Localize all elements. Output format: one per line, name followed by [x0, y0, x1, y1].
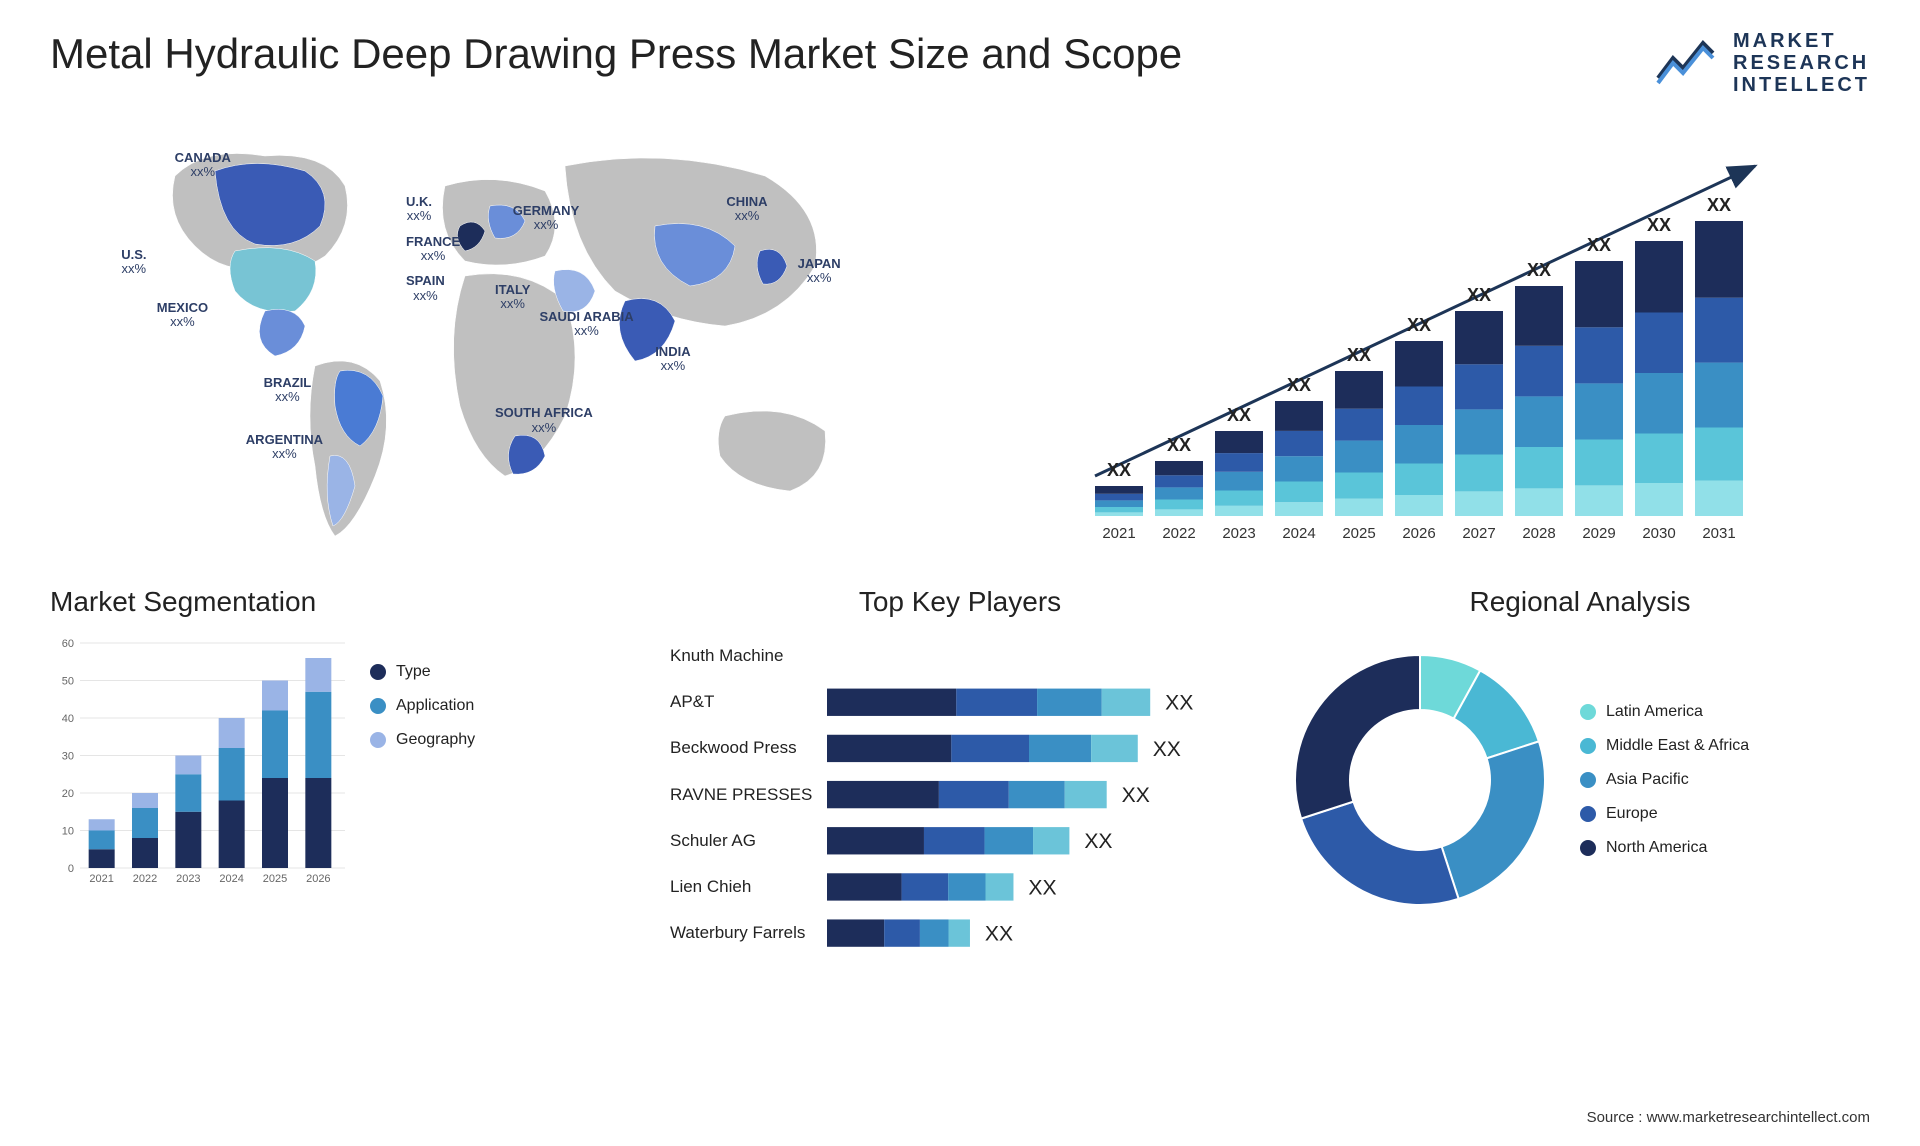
- svg-text:XX: XX: [1467, 285, 1491, 305]
- map-label: SOUTH AFRICAxx%: [495, 406, 593, 435]
- regional-legend: Latin America Middle East & Africa Asia Pa…: [1580, 703, 1749, 857]
- svg-text:2031: 2031: [1702, 525, 1735, 542]
- svg-text:XX: XX: [1122, 784, 1150, 807]
- player-name: Schuler AG: [670, 831, 812, 851]
- svg-text:XX: XX: [1407, 315, 1431, 335]
- map-label: BRAZILxx%: [264, 376, 312, 405]
- players-panel: Top Key Players Knuth Machine AP&T Beckwoo…: [670, 586, 1250, 926]
- svg-text:XX: XX: [1587, 235, 1611, 255]
- player-name: Lien Chieh: [670, 877, 812, 897]
- svg-text:30: 30: [62, 751, 74, 763]
- map-label: U.S.xx%: [121, 248, 146, 277]
- svg-text:XX: XX: [1165, 692, 1193, 715]
- svg-text:2021: 2021: [89, 873, 113, 885]
- map-label: MEXICOxx%: [157, 301, 208, 330]
- svg-text:XX: XX: [1167, 435, 1191, 455]
- svg-text:2023: 2023: [176, 873, 200, 885]
- legend-item: Geography: [370, 731, 475, 749]
- svg-text:2029: 2029: [1582, 525, 1615, 542]
- page-title: Metal Hydraulic Deep Drawing Press Marke…: [50, 30, 1182, 78]
- map-label: FRANCExx%: [406, 235, 460, 264]
- svg-text:XX: XX: [1707, 195, 1731, 215]
- regional-title: Regional Analysis: [1290, 586, 1870, 618]
- map-label: CHINAxx%: [726, 195, 767, 224]
- map-label: SAUDI ARABIAxx%: [540, 310, 634, 339]
- svg-text:2025: 2025: [263, 873, 287, 885]
- source-text: Source : www.marketresearchintellect.com: [1587, 1109, 1870, 1126]
- logo-line1: MARKET: [1733, 30, 1870, 52]
- svg-text:XX: XX: [1153, 738, 1181, 761]
- map-label: ITALYxx%: [495, 283, 530, 312]
- players-title: Top Key Players: [670, 586, 1250, 618]
- svg-text:2027: 2027: [1462, 525, 1495, 542]
- regional-panel: Regional Analysis Latin America Middle Ea…: [1290, 586, 1870, 926]
- legend-item: Application: [370, 697, 475, 715]
- svg-text:2028: 2028: [1522, 525, 1555, 542]
- svg-text:10: 10: [62, 826, 74, 838]
- svg-text:2026: 2026: [306, 873, 330, 885]
- svg-text:2030: 2030: [1642, 525, 1675, 542]
- svg-text:XX: XX: [1029, 876, 1057, 899]
- map-label: JAPANxx%: [798, 257, 841, 286]
- map-label: U.K.xx%: [406, 195, 432, 224]
- svg-text:20: 20: [62, 788, 74, 800]
- svg-text:XX: XX: [1085, 830, 1113, 853]
- players-chart: XXXXXXXXXXXX: [827, 633, 1250, 956]
- legend-item: Europe: [1580, 805, 1749, 823]
- legend-item: Asia Pacific: [1580, 771, 1749, 789]
- map-label: ARGENTINAxx%: [246, 433, 323, 462]
- svg-text:2024: 2024: [1282, 525, 1315, 542]
- players-labels: Knuth Machine AP&T Beckwood Press RAVNE PRE…: [670, 633, 812, 956]
- segmentation-title: Market Segmentation: [50, 586, 630, 618]
- svg-text:XX: XX: [1347, 345, 1371, 365]
- svg-text:40: 40: [62, 713, 74, 725]
- segmentation-legend: Type Application Geography: [370, 633, 475, 926]
- legend-item: Latin America: [1580, 703, 1749, 721]
- player-name: RAVNE PRESSES: [670, 785, 812, 805]
- svg-text:XX: XX: [1287, 375, 1311, 395]
- svg-text:0: 0: [68, 863, 74, 875]
- svg-text:XX: XX: [985, 923, 1013, 946]
- map-label: SPAINxx%: [406, 274, 445, 303]
- legend-item: North America: [1580, 839, 1749, 857]
- regional-donut: [1290, 650, 1550, 910]
- map-label: INDIAxx%: [655, 345, 690, 374]
- svg-text:XX: XX: [1647, 215, 1671, 235]
- svg-text:XX: XX: [1227, 405, 1251, 425]
- map-label: GERMANYxx%: [513, 204, 579, 233]
- svg-text:XX: XX: [1107, 460, 1131, 480]
- svg-text:2023: 2023: [1222, 525, 1255, 542]
- svg-text:2024: 2024: [219, 873, 243, 885]
- svg-text:50: 50: [62, 676, 74, 688]
- growth-chart: XX 2021 XX 2022 XX 2023 XX 2024 XX 2025 XX 2026 XX 20…: [980, 116, 1870, 556]
- segmentation-chart: 0 10 20 30 40 50 60 2021 2022 2023 2024 2025 2026: [50, 633, 350, 893]
- brand-logo: MARKET RESEARCH INTELLECT: [1653, 30, 1870, 96]
- svg-text:60: 60: [62, 638, 74, 650]
- logo-line2: RESEARCH: [1733, 52, 1870, 74]
- svg-text:2022: 2022: [1162, 525, 1195, 542]
- legend-item: Middle East & Africa: [1580, 737, 1749, 755]
- svg-text:2026: 2026: [1402, 525, 1435, 542]
- player-name: Beckwood Press: [670, 738, 812, 758]
- map-label: CANADAxx%: [175, 151, 231, 180]
- player-name: AP&T: [670, 692, 812, 712]
- segmentation-panel: Market Segmentation 0 10 20 30 40 50 60 2021 202…: [50, 586, 630, 926]
- svg-text:2022: 2022: [133, 873, 157, 885]
- world-map: CANADAxx% U.S.xx% MEXICOxx% BRAZILxx% ARGENT…: [50, 116, 940, 556]
- svg-text:2021: 2021: [1102, 525, 1135, 542]
- legend-item: Type: [370, 663, 475, 681]
- logo-line3: INTELLECT: [1733, 74, 1870, 96]
- player-name: Waterbury Farrels: [670, 923, 812, 943]
- svg-text:2025: 2025: [1342, 525, 1375, 542]
- svg-text:XX: XX: [1527, 260, 1551, 280]
- player-name: Knuth Machine: [670, 646, 812, 666]
